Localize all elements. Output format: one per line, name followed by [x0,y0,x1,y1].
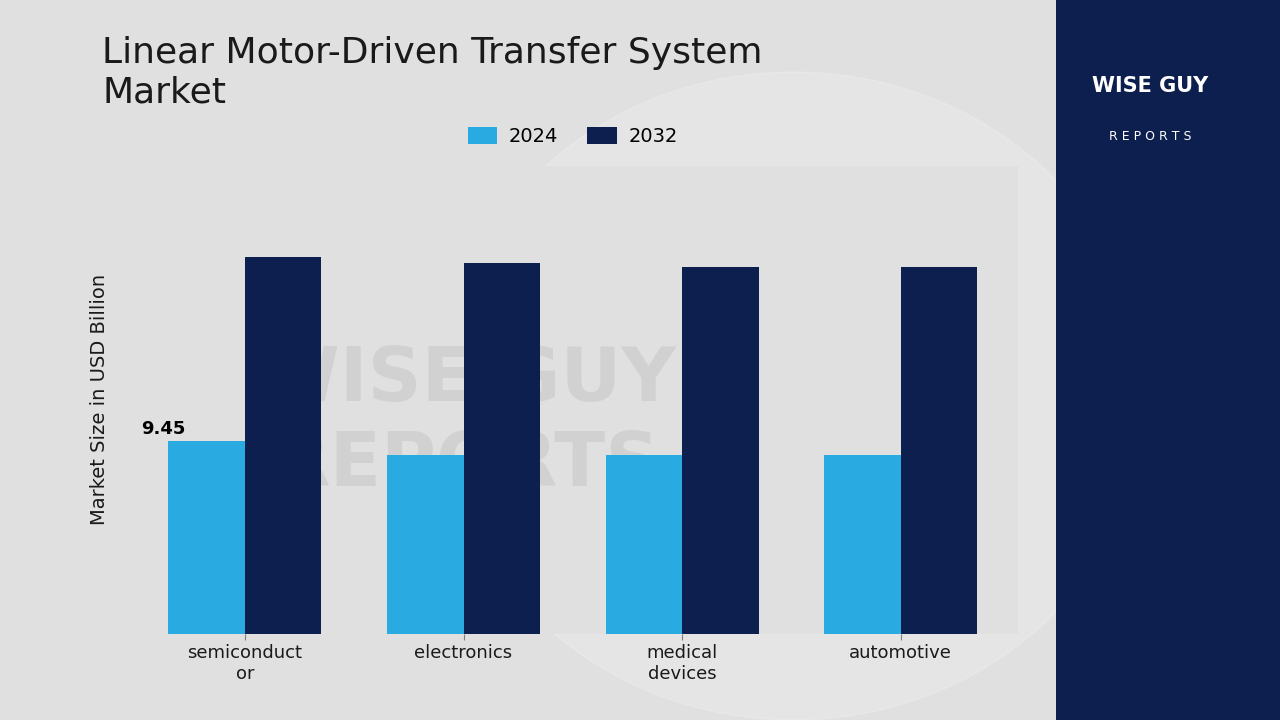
Text: 9.45: 9.45 [141,420,186,438]
Bar [824,454,901,634]
Bar [901,267,977,634]
Y-axis label: Market Size in USD Billion: Market Size in USD Billion [91,274,109,525]
Bar [169,441,244,634]
Text: WISE GUY: WISE GUY [1092,76,1208,96]
Bar [463,264,540,634]
Bar [682,267,759,634]
Text: Linear Motor-Driven Transfer System
Market: Linear Motor-Driven Transfer System Mark… [102,36,763,109]
Bar [605,454,682,634]
Legend: 2024, 2032: 2024, 2032 [461,120,685,154]
Text: R E P O R T S: R E P O R T S [1108,130,1192,143]
Text: WISE GUY
REPORTS: WISE GUY REPORTS [257,344,676,502]
Bar [244,257,321,634]
Bar [387,454,463,634]
